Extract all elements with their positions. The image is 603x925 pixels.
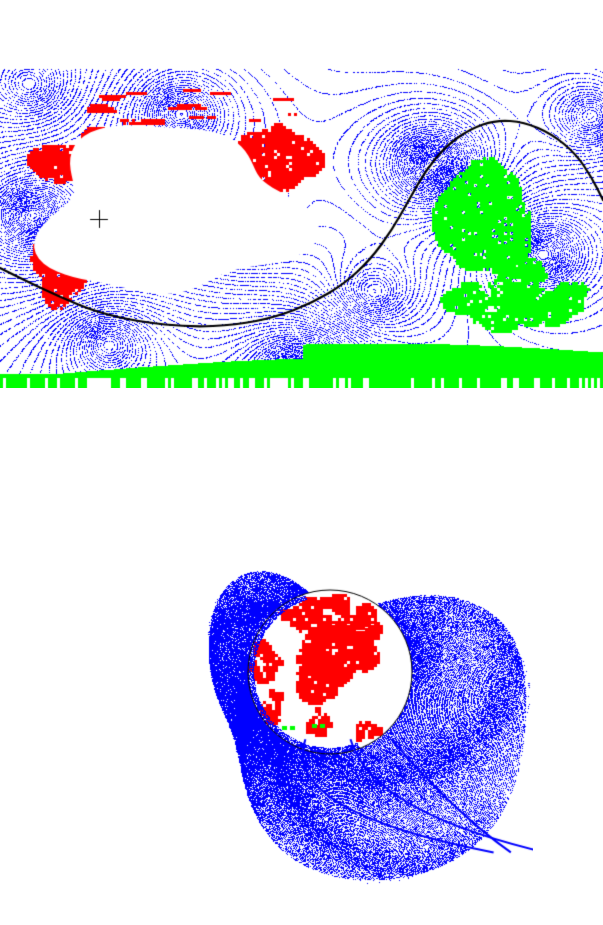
rectangular-field-plot: [0, 68, 603, 388]
spherical-field-plot: [78, 455, 533, 885]
panel-rectangular-projection: [0, 68, 603, 388]
panel-spherical-projection: [78, 455, 533, 885]
